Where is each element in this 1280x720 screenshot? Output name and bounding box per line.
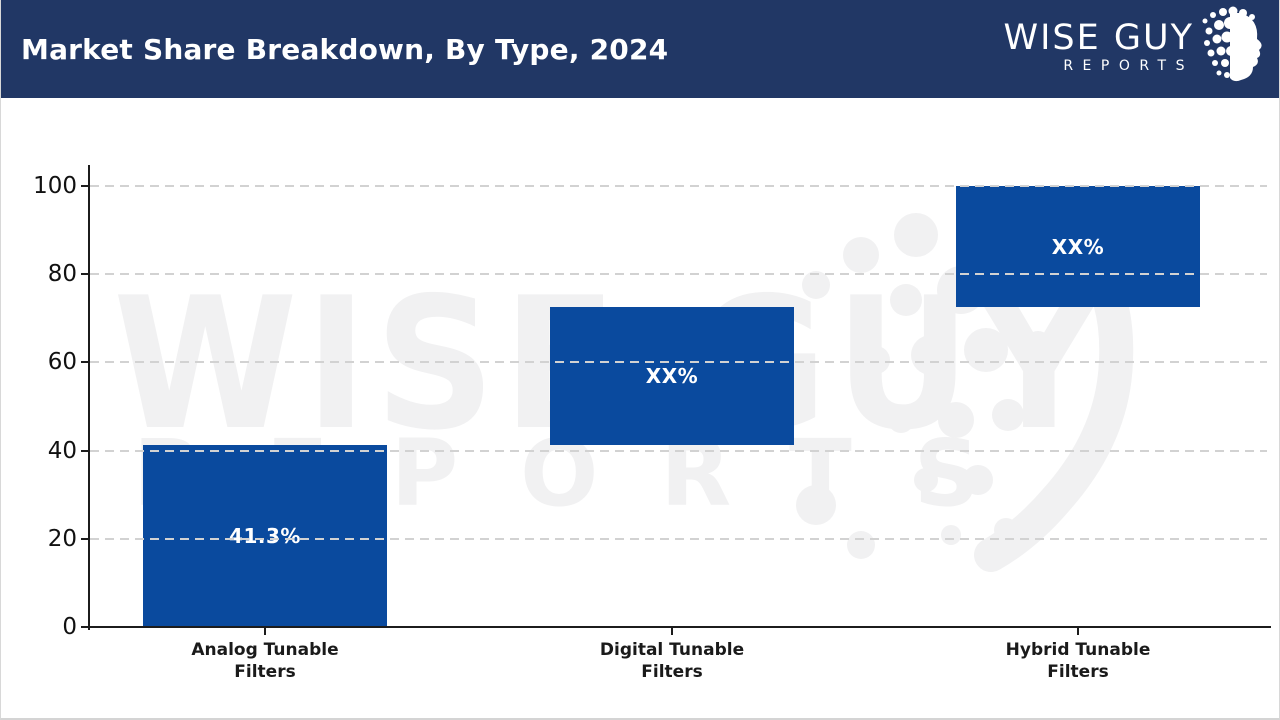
y-tick-mark bbox=[81, 361, 88, 364]
x-axis bbox=[81, 626, 1271, 628]
y-axis bbox=[88, 165, 90, 630]
y-tick-label: 80 bbox=[47, 261, 77, 288]
y-gridline bbox=[90, 273, 1267, 276]
x-category-label: Hybrid Tunable Filters bbox=[1005, 640, 1151, 682]
y-tick-label: 20 bbox=[47, 525, 77, 552]
wise-guy-logo: WISE GUY REPORTS bbox=[1003, 6, 1268, 88]
header: Market Share Breakdown, By Type, 2024 WI… bbox=[1, 0, 1279, 98]
bar-segment: 41.3% bbox=[143, 444, 387, 627]
logo-face-icon bbox=[1202, 6, 1262, 82]
bar-value-label: XX% bbox=[1051, 234, 1105, 259]
y-tick-mark bbox=[81, 185, 88, 187]
y-tick-label: 60 bbox=[47, 349, 77, 376]
bar-segment: XX% bbox=[550, 307, 794, 445]
logo-subtitle: REPORTS bbox=[1063, 57, 1194, 74]
x-tick-mark bbox=[671, 628, 673, 635]
x-tick-mark bbox=[264, 628, 266, 635]
bar-value-label: XX% bbox=[645, 364, 699, 389]
y-tick-label: 0 bbox=[62, 614, 77, 640]
y-tick-mark bbox=[81, 273, 88, 276]
bar-value-label: 41.3% bbox=[229, 523, 301, 548]
y-gridline bbox=[90, 361, 1267, 364]
y-gridline bbox=[90, 537, 1267, 540]
x-category-label: Digital Tunable Filters bbox=[599, 640, 745, 682]
x-tick-mark bbox=[1077, 628, 1079, 635]
y-tick-mark bbox=[81, 626, 88, 628]
y-tick-mark bbox=[81, 449, 88, 452]
y-tick-label: 100 bbox=[33, 173, 77, 199]
y-gridline bbox=[90, 449, 1267, 452]
x-category-label: Analog Tunable Filters bbox=[191, 640, 339, 682]
logo-wordmark: WISE GUY REPORTS bbox=[1003, 20, 1194, 74]
page-title: Market Share Breakdown, By Type, 2024 bbox=[21, 32, 669, 66]
y-tick-label: 40 bbox=[47, 437, 77, 464]
y-gridline bbox=[90, 185, 1267, 187]
logo-title: WISE GUY bbox=[1003, 18, 1194, 59]
y-tick-mark bbox=[81, 537, 88, 540]
bar-segment: XX% bbox=[956, 186, 1200, 308]
